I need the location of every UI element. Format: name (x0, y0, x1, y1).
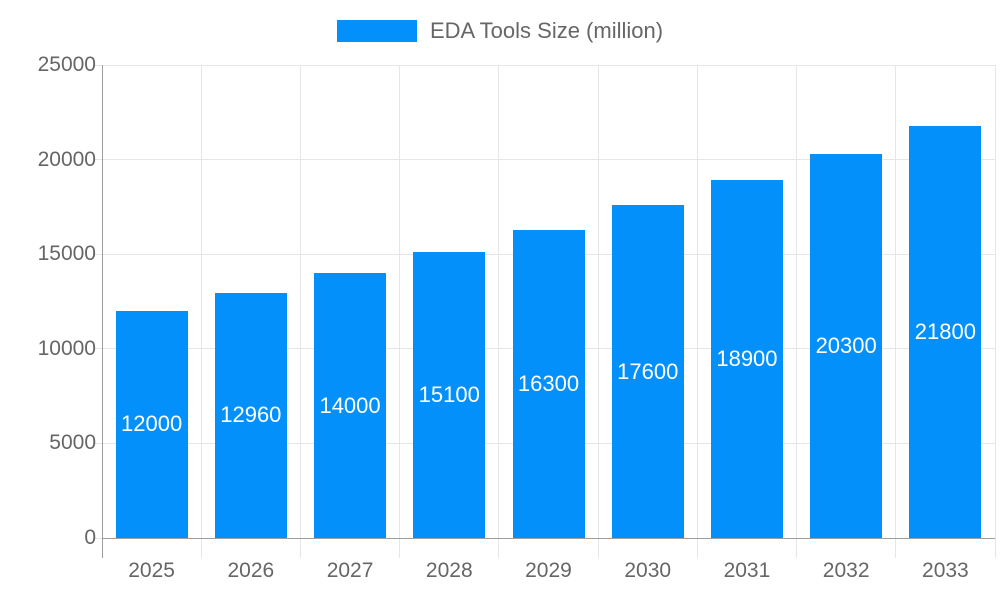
x-axis-label: 2029 (525, 559, 572, 582)
v-gridline (696, 65, 698, 558)
legend: EDA Tools Size (million) (0, 18, 1000, 44)
v-gridline (399, 65, 401, 558)
plot-area: 0 5000 10000 15000 20000 25000 12000 2025 12960 2… (38, 53, 996, 582)
bar[interactable]: 16300 (512, 229, 585, 538)
y-axis-label: 0 (84, 526, 96, 549)
bar[interactable]: 12960 (214, 292, 287, 538)
bar-value-label: 17600 (617, 358, 679, 384)
v-gridline (994, 65, 996, 558)
x-axis-label: 2028 (425, 559, 473, 582)
bar[interactable]: 17600 (611, 205, 684, 538)
h-gridline (94, 159, 995, 161)
x-axis-label: 2026 (227, 559, 275, 582)
v-gridline (796, 65, 798, 558)
bar[interactable]: 15100 (413, 252, 486, 538)
x-axis-label: 2033 (922, 559, 969, 582)
v-gridline (299, 65, 301, 558)
bar[interactable]: 20300 (810, 153, 883, 538)
bar-value-label: 20300 (815, 332, 877, 358)
v-gridline (200, 65, 202, 558)
bar-value-label: 12960 (220, 402, 282, 428)
h-gridline (94, 64, 995, 66)
y-axis-label: 25000 (37, 53, 96, 76)
bar-value-label: 12000 (121, 411, 183, 437)
bar-value-label: 14000 (319, 392, 381, 418)
legend-label: EDA Tools Size (million) (429, 18, 664, 43)
x-axis-label: 2032 (822, 559, 870, 582)
bar-value-label: 18900 (716, 346, 778, 372)
bar[interactable]: 14000 (314, 273, 387, 538)
x-axis-line (102, 537, 995, 539)
v-gridline (498, 65, 500, 558)
bar-value-label: 15100 (418, 382, 480, 408)
x-axis-label: 2031 (723, 559, 771, 582)
x-axis-label: 2030 (624, 559, 672, 582)
v-gridline (895, 65, 897, 558)
y-axis-line (102, 65, 103, 558)
y-axis-label: 10000 (37, 336, 96, 360)
y-axis-label: 5000 (49, 431, 96, 455)
x-axis-label: 2027 (326, 559, 374, 582)
v-gridline (597, 65, 599, 558)
bar-value-label: 16300 (517, 370, 580, 396)
y-axis-label: 15000 (37, 242, 96, 266)
legend-swatch (336, 20, 417, 42)
bar-value-label: 21800 (914, 318, 976, 344)
bar[interactable]: 21800 (909, 125, 982, 538)
legend-item[interactable]: EDA Tools Size (million) (336, 18, 664, 44)
bar[interactable]: 12000 (115, 310, 188, 538)
x-axis-label: 2025 (128, 559, 175, 582)
bar[interactable]: 18900 (710, 180, 783, 538)
y-axis-label: 20000 (37, 147, 96, 171)
